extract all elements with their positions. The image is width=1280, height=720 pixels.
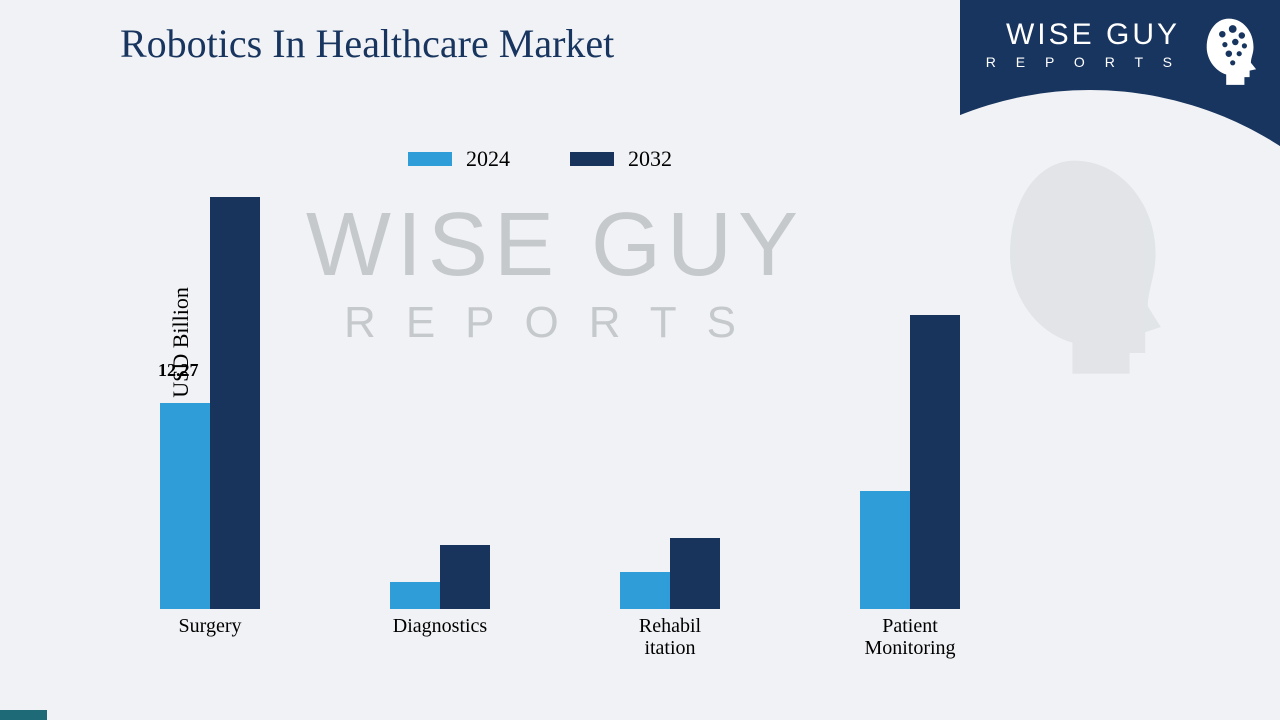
- legend-label-2032: 2032: [628, 146, 672, 172]
- legend-swatch-2032: [570, 152, 614, 166]
- bottom-accent-strip: [0, 710, 47, 720]
- bar-2032: [670, 538, 720, 609]
- x-axis: SurgeryDiagnosticsRehabilitationPatientM…: [120, 615, 980, 655]
- bar-value-label: 12.27: [158, 360, 199, 381]
- bar-chart: Market Size in USD Billion 2024 2032 12.…: [100, 170, 980, 650]
- logo-sub-text: R E P O R T S: [986, 54, 1180, 70]
- page-root: WISE GUY REPORTS WISE GUY R E P O R T S …: [0, 0, 1280, 720]
- bar-2032: [440, 545, 490, 609]
- bar-2024: [160, 403, 210, 609]
- bar-2024: [390, 582, 440, 609]
- x-axis-label: Rehabilitation: [590, 615, 750, 659]
- x-axis-label: Diagnostics: [360, 615, 520, 637]
- logo-main-text: WISE GUY: [986, 18, 1180, 52]
- bar-2024: [620, 572, 670, 609]
- plot-area: 12.27: [120, 190, 980, 610]
- x-axis-label: Surgery: [130, 615, 290, 637]
- chart-title: Robotics In Healthcare Market: [120, 20, 614, 67]
- brand-logo: WISE GUY R E P O R T S: [986, 18, 1180, 70]
- logo-head-icon: [1195, 16, 1260, 91]
- bar-group: [860, 315, 960, 609]
- legend-label-2024: 2024: [466, 146, 510, 172]
- bar-group: [620, 538, 720, 609]
- legend-swatch-2024: [408, 152, 452, 166]
- bar-2024: [860, 491, 910, 609]
- legend: 2024 2032: [100, 146, 980, 172]
- bar-2032: [210, 197, 260, 609]
- bar-group: 12.27: [160, 197, 260, 609]
- x-axis-label: PatientMonitoring: [830, 615, 990, 659]
- bar-2032: [910, 315, 960, 609]
- bar-group: [390, 545, 490, 609]
- legend-item-2032: 2032: [570, 146, 672, 172]
- legend-item-2024: 2024: [408, 146, 510, 172]
